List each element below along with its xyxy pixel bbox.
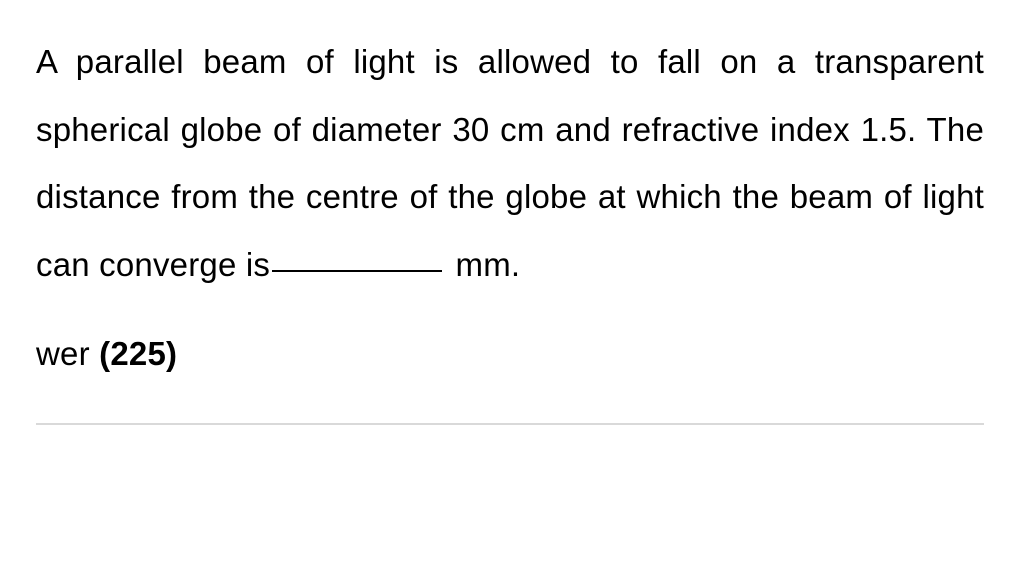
- answer-blank: [272, 270, 442, 272]
- answer-prefix: wer: [36, 335, 99, 372]
- question-unit: mm.: [446, 246, 520, 283]
- page-container: A parallel beam of light is allowed to f…: [0, 0, 1024, 445]
- answer-line: wer (225): [36, 335, 984, 373]
- divider-line: [36, 423, 984, 425]
- answer-value: (225): [99, 335, 177, 372]
- question-text: A parallel beam of light is allowed to f…: [36, 28, 984, 299]
